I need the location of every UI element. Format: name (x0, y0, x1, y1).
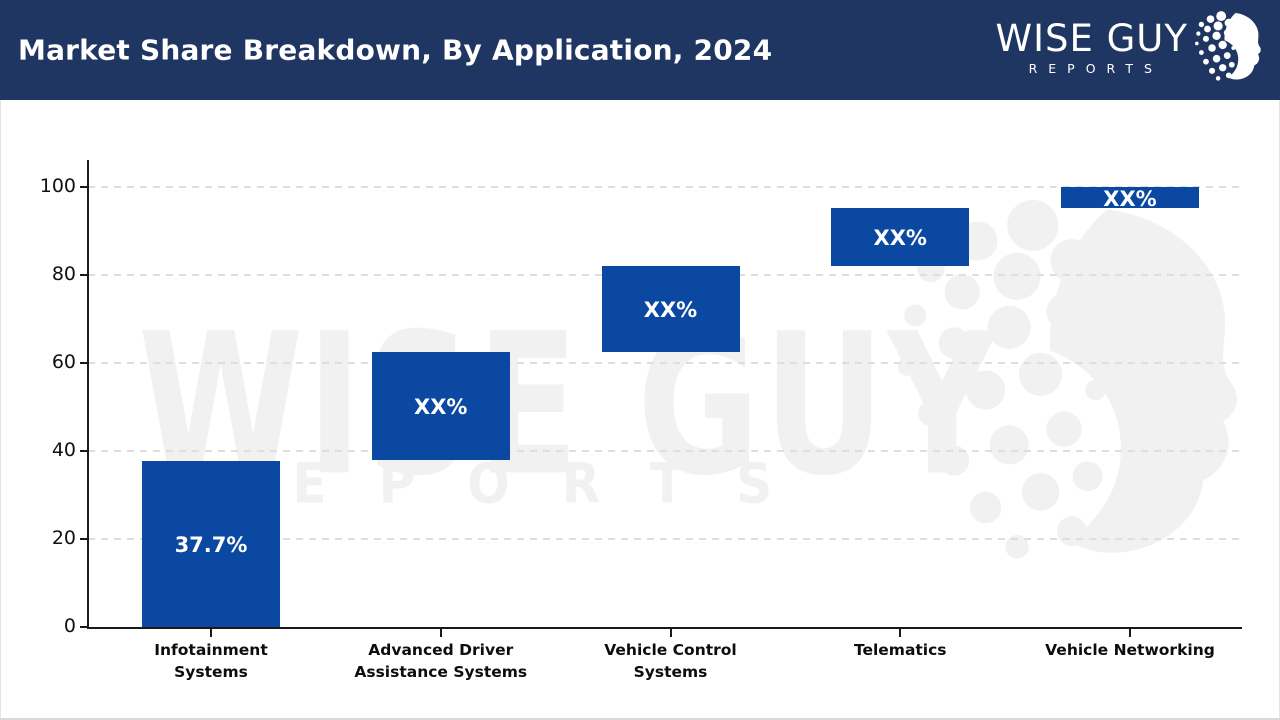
x-category-label: Advanced Driver Assistance Systems (354, 641, 528, 681)
x-category-label: Vehicle Networking (1045, 641, 1215, 659)
y-axis-tick (80, 626, 87, 628)
y-axis-tick (80, 538, 87, 540)
bar-value-label: XX% (1103, 186, 1157, 211)
x-category-label: Vehicle Control Systems (604, 641, 737, 681)
y-axis-tick (80, 362, 87, 364)
header-bar: Market Share Breakdown, By Application, … (0, 0, 1280, 100)
bar-segment (371, 352, 510, 460)
x-category-label: Telematics (853, 641, 947, 659)
y-tick-label: 60 (51, 351, 76, 373)
logo-subtitle: REPORTS (1028, 61, 1163, 77)
y-tick-label: 20 (51, 527, 76, 549)
bar-value-label: 37.7% (174, 533, 248, 558)
y-axis-line (87, 160, 89, 629)
watermark-text-line1: WISE GUY (138, 293, 1000, 520)
bar-value-label: XX% (414, 394, 468, 419)
x-axis-tick (899, 629, 902, 637)
y-axis-tick (80, 274, 87, 276)
y-tick-label: 80 (51, 263, 76, 285)
bar-segment (1061, 187, 1199, 209)
bar-value-label: XX% (643, 298, 698, 323)
bar-value-label: XX% (873, 226, 927, 251)
page-title: Market Share Breakdown, By Application, … (18, 33, 773, 67)
y-tick-label: 40 (51, 439, 76, 461)
x-axis-tick (1129, 629, 1131, 637)
y-axis-tick (80, 186, 87, 188)
x-category-label: Infotainment Systems (154, 641, 268, 681)
bar-segment (831, 208, 970, 267)
gridline (88, 538, 1240, 540)
bar-segment (601, 266, 740, 352)
y-tick-label: 100 (39, 175, 76, 197)
logo-head-profile-icon (1190, 5, 1266, 91)
watermark-text-line2: REPORTS (202, 452, 825, 516)
bar-segment (142, 461, 280, 627)
y-tick-label: 0 (63, 615, 76, 637)
x-axis-line (87, 627, 1242, 629)
gridline (88, 450, 1240, 452)
x-axis-tick (669, 629, 672, 637)
gridline (88, 362, 1240, 364)
wise-guy-reports-logo: WISE GUY REPORTS (996, 5, 1266, 91)
y-axis-tick (80, 450, 87, 452)
logo-text: WISE GUY REPORTS (995, 16, 1188, 77)
x-axis-tick (439, 629, 442, 637)
logo-wordmark: WISE GUY (995, 16, 1188, 60)
x-axis-tick (210, 629, 212, 637)
gridline (88, 186, 1240, 188)
